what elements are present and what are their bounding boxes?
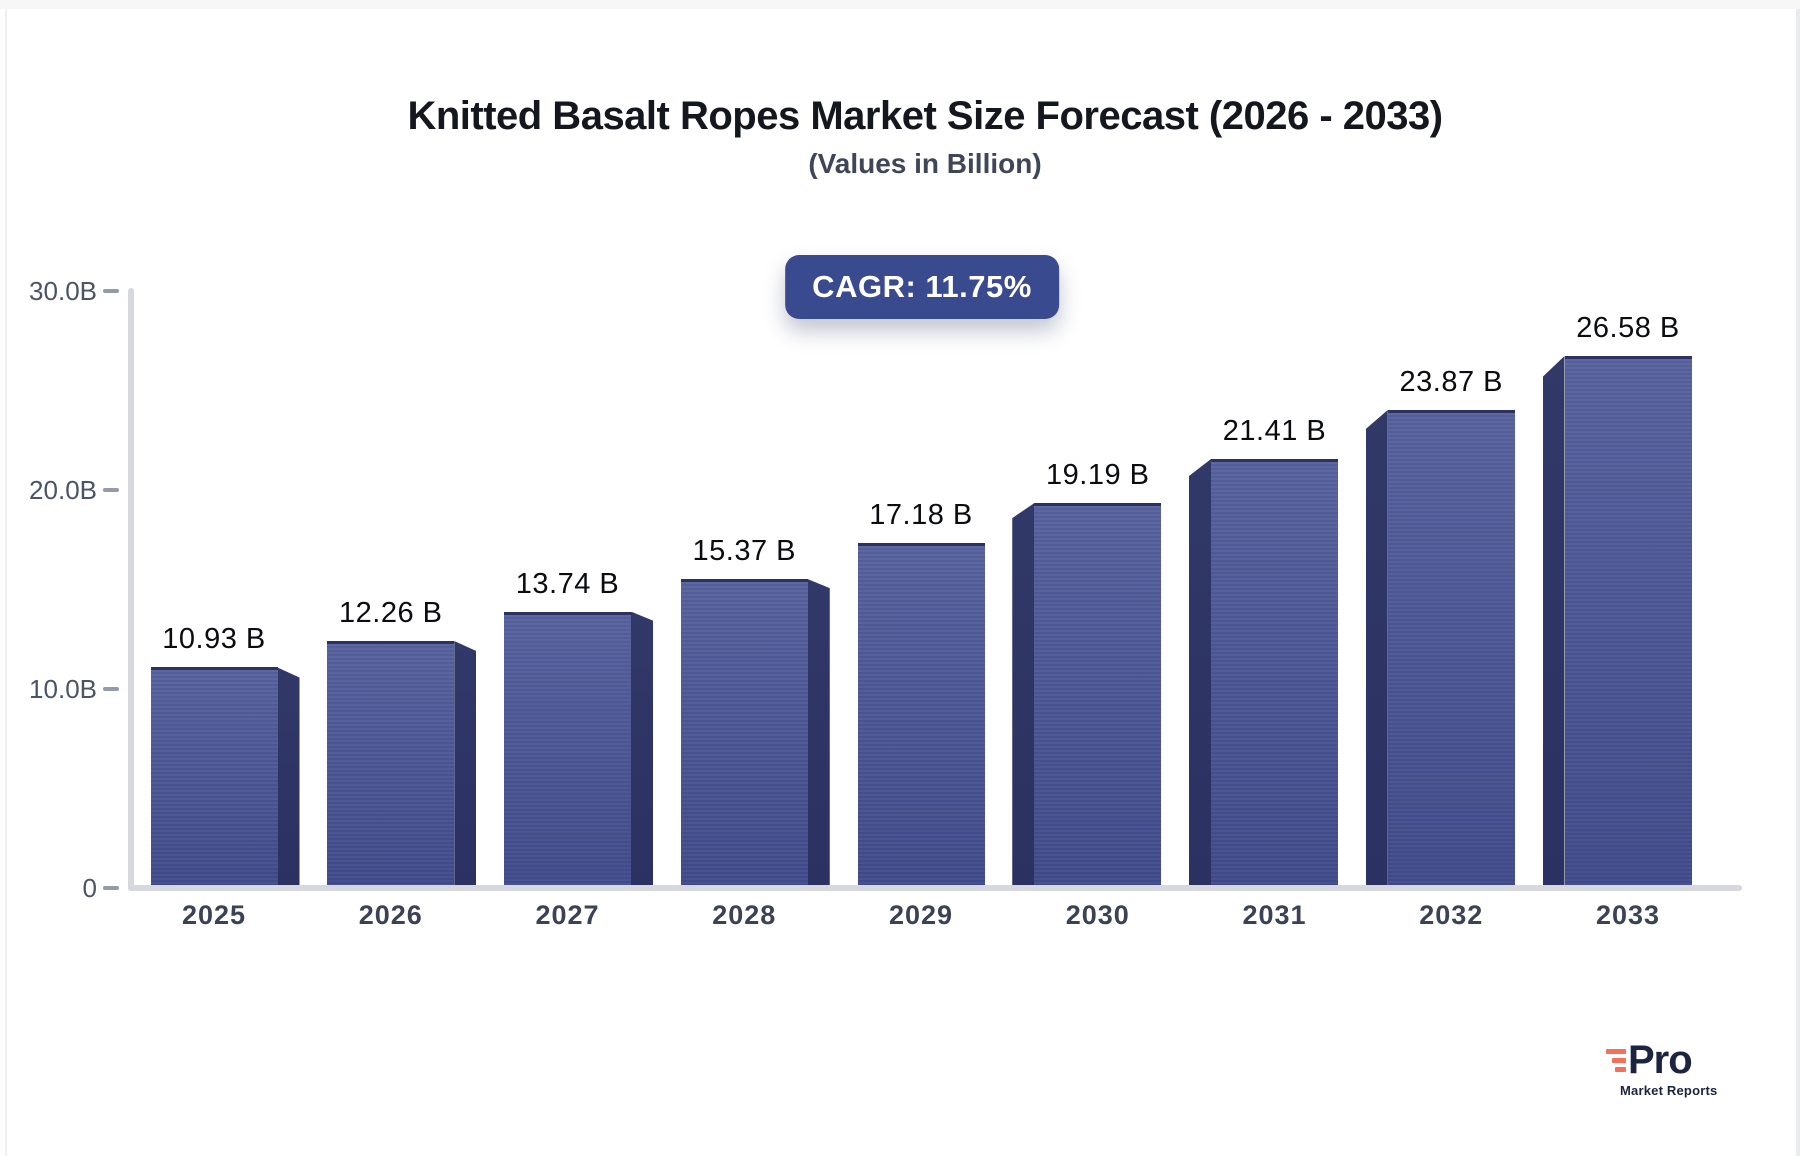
- window-edge-top: [0, 0, 1800, 9]
- x-axis-label: 2030: [1065, 900, 1130, 930]
- bar-value-label: 15.37 B: [692, 535, 796, 568]
- logo-bar-icon: [1606, 1049, 1626, 1054]
- bar-value-label: 12.26 B: [339, 597, 443, 630]
- y-tick-label: 30.0B: [29, 276, 97, 306]
- logo-brand-text: Pro: [1628, 1038, 1693, 1082]
- bar-2027: [504, 611, 631, 886]
- y-axis-line: [128, 288, 134, 891]
- bar-2026: [327, 641, 455, 885]
- bar-side-face: [277, 667, 300, 885]
- x-axis-label: 2028: [712, 900, 777, 930]
- y-tick-dash: [103, 687, 119, 691]
- bar-side-face: [1012, 503, 1035, 885]
- bar-2031: [1211, 458, 1338, 886]
- cagr-badge: CAGR: 11.75%: [785, 255, 1059, 319]
- bar-2030: [1034, 503, 1162, 885]
- bar-value-label: 26.58 B: [1576, 312, 1680, 345]
- x-axis-label: 2026: [358, 900, 423, 930]
- logo-bar-icon: [1615, 1067, 1626, 1072]
- bar-value-label: 13.74 B: [515, 567, 620, 600]
- y-tick-dash: [103, 488, 119, 492]
- x-axis-label: 2025: [181, 900, 247, 930]
- chart-title: Knitted Basalt Ropes Market Size Forecas…: [407, 94, 1443, 138]
- bar-value-label: 19.19 B: [1046, 459, 1150, 492]
- bar-value-label: 17.18 B: [869, 499, 973, 532]
- logo-bar-icon: [1612, 1058, 1626, 1063]
- bar-value-label: 23.87 B: [1399, 365, 1503, 398]
- x-axis-label: 2029: [888, 900, 954, 930]
- y-tick-dash: [103, 289, 119, 293]
- logo: Pro Market Reports: [1606, 1040, 1717, 1098]
- bar-2033: [1564, 356, 1692, 885]
- bar-2032: [1387, 409, 1515, 885]
- y-tick-dash: [103, 886, 119, 890]
- bar-value-label: 21.41 B: [1222, 414, 1327, 447]
- x-axis-label: 2027: [535, 900, 600, 930]
- window-edge-right: [1796, 9, 1800, 1156]
- bar-2028: [680, 579, 808, 885]
- bar-side-face: [1542, 356, 1565, 885]
- bar-side-face: [1365, 409, 1388, 885]
- bar-value-label: 10.93 B: [162, 623, 266, 656]
- x-axis-label: 2032: [1419, 900, 1484, 930]
- chart-subtitle: (Values in Billion): [808, 148, 1042, 179]
- bar-2029: [857, 543, 985, 885]
- bar-side-face: [631, 611, 653, 885]
- bar-2025: [150, 667, 278, 885]
- x-axis-line: [128, 885, 1742, 891]
- y-tick-label: 0: [82, 873, 97, 903]
- bar-side-face: [807, 579, 830, 885]
- logo-chart-icon: [1606, 1049, 1626, 1072]
- window-edge-left: [5, 9, 7, 1156]
- x-axis-label: 2031: [1242, 900, 1307, 930]
- bar-side-face: [454, 641, 477, 885]
- logo-tagline-text: Market Reports: [1620, 1083, 1718, 1098]
- bar-side-face: [1189, 458, 1211, 885]
- y-tick-label: 20.0B: [29, 475, 97, 505]
- x-axis-label: 2033: [1595, 900, 1661, 930]
- y-tick-label: 10.0B: [29, 674, 97, 704]
